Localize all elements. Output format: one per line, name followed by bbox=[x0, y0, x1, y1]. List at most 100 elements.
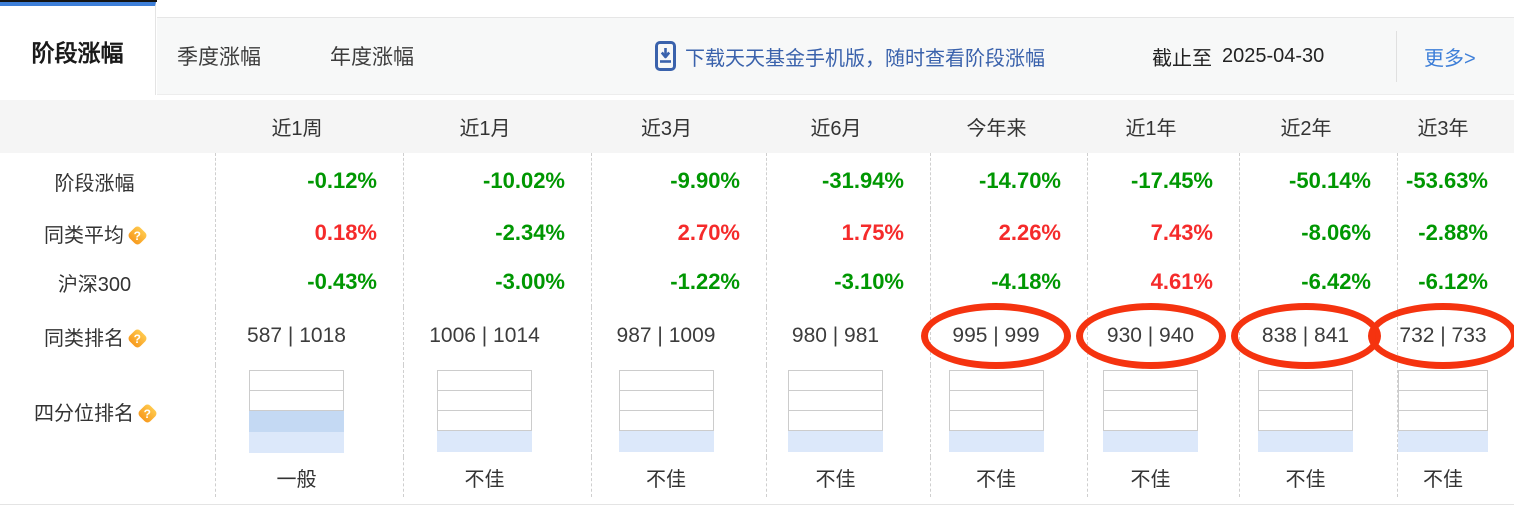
row-hs300: 沪深300 -0.43% -3.00% -1.22% -3.10% -4.18%… bbox=[0, 257, 1514, 307]
rank-value: 995 | 999 bbox=[952, 324, 1040, 347]
header-3y: 近3年 bbox=[1417, 118, 1469, 140]
quartile-chart bbox=[1258, 370, 1353, 452]
header-ytd: 今年来 bbox=[966, 118, 1027, 140]
quartile-segment bbox=[1258, 390, 1353, 411]
row-peer-average: 同类平均 ? 0.18% -2.34% 2.70% 1.75% 2.26% 7.… bbox=[0, 209, 1514, 257]
hs300-value: 4.61% bbox=[1150, 269, 1213, 294]
quartile-chart bbox=[1103, 370, 1198, 452]
quartile-grade: 不佳 bbox=[767, 457, 931, 497]
stage-value: -9.90% bbox=[670, 168, 740, 193]
peer-average-label: 同类平均 bbox=[44, 224, 124, 247]
rank-value: 587 | 1018 bbox=[247, 324, 346, 347]
row-peer-rank: 同类排名 ? 587 | 1018 1006 | 1014 987 | 1009… bbox=[0, 303, 1514, 369]
hs300-value: -1.22% bbox=[670, 269, 740, 294]
quartile-chart bbox=[249, 369, 344, 453]
header-3m: 近3月 bbox=[640, 118, 693, 140]
quartile-grade: 不佳 bbox=[592, 457, 767, 497]
peer-avg-value: -2.34% bbox=[495, 220, 565, 245]
help-icon[interactable]: ? bbox=[126, 224, 149, 246]
quartile-grade: 不佳 bbox=[1240, 457, 1398, 497]
quartile-segment bbox=[1103, 431, 1198, 452]
quartile-grade: 不佳 bbox=[404, 457, 592, 497]
header-empty-cell bbox=[0, 100, 216, 153]
hs300-value: -6.42% bbox=[1301, 269, 1371, 294]
quartile-segment bbox=[1258, 410, 1353, 431]
quartile-segment bbox=[1398, 370, 1488, 391]
quartile-segment bbox=[948, 410, 1044, 431]
quartile-segment bbox=[249, 410, 344, 432]
tab-bar: 阶段涨幅 季度涨幅 年度涨幅 下载天天基金手机版，随时查看阶段涨幅 截止至 20… bbox=[0, 0, 1514, 95]
table-header-row: 近1周 近1月 近3月 近6月 今年来 近1年 近2年 近3年 bbox=[0, 100, 1514, 153]
quartile-chart bbox=[437, 370, 532, 452]
header-6m: 近6月 bbox=[810, 118, 862, 140]
hs300-value: -0.43% bbox=[307, 269, 377, 294]
header-1m: 近1月 bbox=[459, 118, 511, 140]
quartile-segment bbox=[618, 370, 714, 391]
peer-avg-value: 2.70% bbox=[677, 220, 740, 245]
quartile-chart bbox=[618, 370, 714, 452]
stage-value: -10.02% bbox=[483, 168, 565, 193]
more-link[interactable]: 更多> bbox=[1424, 47, 1476, 70]
hs300-value: -3.00% bbox=[495, 269, 565, 294]
quartile-segment bbox=[1398, 390, 1488, 411]
stage-value: -50.14% bbox=[1289, 168, 1371, 193]
stage-value: -17.45% bbox=[1131, 168, 1213, 193]
stage-value: -53.63% bbox=[1406, 168, 1488, 193]
help-icon[interactable]: ? bbox=[126, 327, 149, 349]
download-app-text: 下载天天基金手机版，随时查看阶段涨幅 bbox=[685, 47, 1045, 70]
quartile-segment bbox=[948, 390, 1044, 411]
quartile-segment bbox=[1398, 431, 1488, 452]
quartile-segment bbox=[1258, 431, 1353, 452]
peer-avg-value: 7.43% bbox=[1150, 220, 1213, 245]
quartile-segment bbox=[1258, 370, 1353, 391]
performance-table: 近1周 近1月 近3月 近6月 今年来 近1年 近2年 近3年 阶段涨幅 -0.… bbox=[0, 100, 1514, 505]
quartile-segment bbox=[437, 431, 532, 452]
row-stage-change: 阶段涨幅 -0.12% -10.02% -9.90% -31.94% -14.7… bbox=[0, 153, 1514, 209]
rank-value: 930 | 940 bbox=[1106, 324, 1195, 347]
quartile-segment bbox=[788, 410, 883, 431]
quartile-segment bbox=[948, 370, 1044, 391]
grade-empty-cell bbox=[0, 457, 216, 497]
tab-stage-change[interactable]: 阶段涨幅 bbox=[0, 2, 156, 95]
help-icon[interactable]: ? bbox=[136, 402, 159, 424]
quartile-segment bbox=[788, 370, 883, 391]
header-1y: 近1年 bbox=[1125, 118, 1177, 140]
stage-value: -31.94% bbox=[822, 168, 904, 193]
download-app-link[interactable]: 下载天天基金手机版，随时查看阶段涨幅 bbox=[655, 18, 1045, 94]
quartile-grade: 不佳 bbox=[1088, 457, 1240, 497]
peer-avg-value: 1.75% bbox=[841, 220, 904, 245]
top-edge-strip bbox=[0, 0, 157, 2]
peer-avg-value: 0.18% bbox=[314, 220, 377, 245]
quartile-segment bbox=[788, 390, 883, 411]
row-quartile-grade: 一般 不佳 不佳 不佳 不佳 不佳 不佳 不佳 bbox=[0, 457, 1514, 497]
stage-value: -14.70% bbox=[979, 168, 1061, 193]
quartile-chart bbox=[1398, 370, 1488, 452]
as-of-value: 2025-04-30 bbox=[1222, 44, 1325, 67]
quartile-segment bbox=[249, 369, 344, 391]
hs300-value: -4.18% bbox=[991, 269, 1061, 294]
quartile-segment bbox=[1103, 410, 1198, 431]
peer-avg-value: -8.06% bbox=[1301, 220, 1371, 245]
quartile-segment bbox=[618, 390, 714, 411]
row-label-stage-change: 阶段涨幅 bbox=[0, 153, 216, 209]
as-of-date: 截止至 2025-04-30 bbox=[1152, 18, 1324, 94]
quartile-segment bbox=[1398, 410, 1488, 431]
quartile-segment bbox=[948, 431, 1044, 452]
header-2y: 近2年 bbox=[1280, 118, 1332, 140]
quartile-grade: 一般 bbox=[216, 457, 404, 497]
peer-avg-value: -2.88% bbox=[1418, 220, 1488, 245]
row-quartile-rank: 四分位排名 ? bbox=[0, 365, 1514, 457]
tab-quarterly-change[interactable]: 季度涨幅 bbox=[177, 46, 261, 69]
quartile-segment bbox=[249, 431, 344, 453]
row-label-quartile-rank: 四分位排名 ? bbox=[0, 365, 216, 457]
peer-rank-label: 同类排名 bbox=[44, 327, 124, 350]
quartile-segment bbox=[437, 410, 532, 431]
toolbar-divider bbox=[1396, 31, 1397, 82]
as-of-label: 截止至 bbox=[1152, 47, 1212, 70]
rank-value: 838 | 841 bbox=[1261, 324, 1350, 347]
quartile-grade: 不佳 bbox=[1423, 468, 1463, 491]
tab-annual-change[interactable]: 年度涨幅 bbox=[330, 46, 414, 69]
stage-value: -0.12% bbox=[307, 168, 377, 193]
quartile-chart bbox=[948, 370, 1044, 452]
